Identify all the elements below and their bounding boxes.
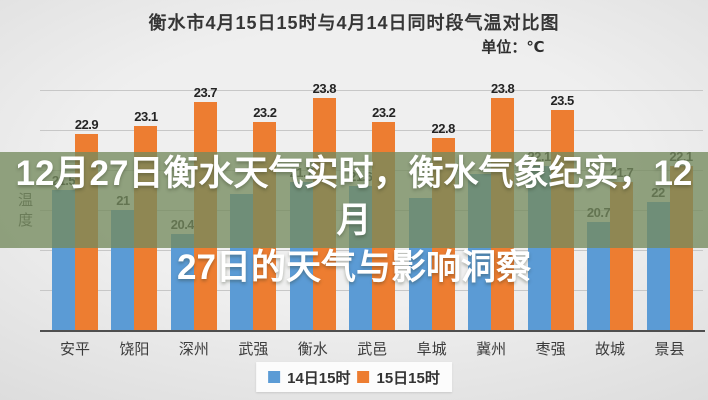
legend-label-day14: 14日15时 (287, 369, 351, 387)
overlay-headline-line1: 12月27日衡水天气实时，衡水气象纪实，12月 (15, 154, 693, 240)
x-axis-label: 故城 (595, 342, 626, 358)
unit-label: 单位：℃ (481, 39, 545, 56)
bar-value-label: 23.8 (312, 81, 337, 96)
bar-value-label: 23.2 (372, 105, 396, 120)
x-axis-label: 景县 (654, 342, 685, 358)
x-axis-label: 武邑 (357, 342, 388, 358)
bar-value-label: 22.8 (431, 121, 456, 136)
x-axis-line (40, 330, 705, 332)
legend: 14日15时 15日15时 (256, 362, 452, 392)
x-axis-label: 饶阳 (119, 342, 150, 358)
bar-value-label: 23.5 (550, 93, 574, 108)
bar-value-label: 23.8 (490, 81, 515, 96)
bar-value-label: 23.7 (193, 85, 218, 100)
bar-day14 (587, 222, 611, 330)
x-axis-label: 阜城 (416, 342, 447, 358)
chart-title: 衡水市4月15日15时与4月14日同时段气温对比图 (148, 13, 560, 33)
legend-swatch-orange (357, 371, 370, 383)
bar-value-label: 22.9 (74, 117, 99, 132)
gridline (40, 90, 703, 91)
legend-label-day15: 15日15时 (376, 369, 440, 387)
bar-value-label: 23.1 (134, 109, 158, 124)
overlay-headline-line2: 27日的天气与影响洞察 (177, 248, 531, 287)
x-axis-label: 武强 (238, 342, 269, 358)
x-axis-label: 深州 (178, 342, 209, 358)
x-axis-label: 安平 (59, 342, 90, 358)
x-axis-label: 枣强 (535, 342, 566, 358)
x-axis-label: 冀州 (476, 342, 507, 358)
bar-day14 (170, 234, 194, 330)
bar-value-label: 23.2 (253, 105, 277, 120)
overlay-banner (0, 152, 708, 248)
x-axis-label: 衡水 (297, 342, 328, 358)
legend-swatch-blue (268, 371, 281, 383)
gridline (40, 130, 703, 131)
overlay-headline: 12月27日衡水天气实时，衡水气象纪实，12月 27日的天气与影响洞察 (0, 150, 708, 291)
